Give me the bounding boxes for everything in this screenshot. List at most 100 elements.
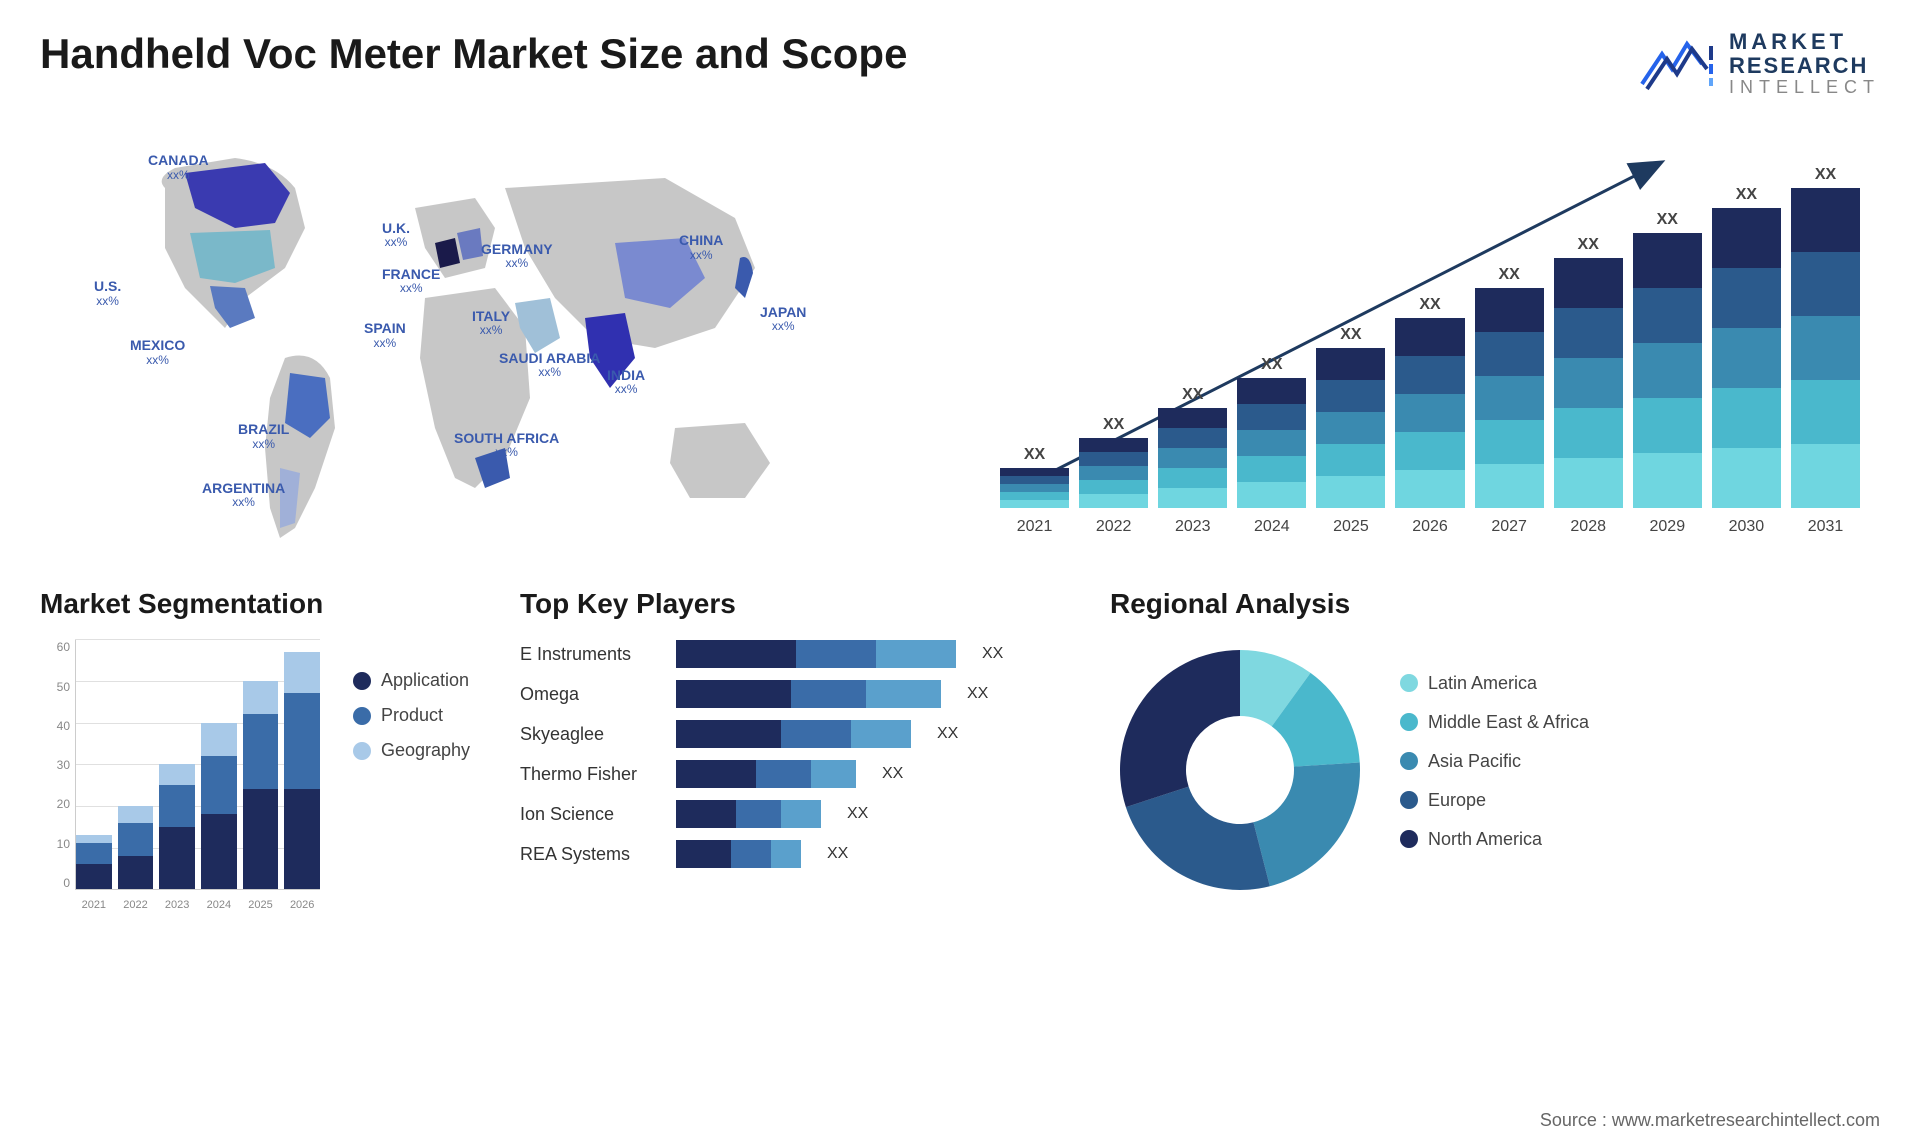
regional-title: Regional Analysis: [1110, 588, 1880, 620]
legend-label: Application: [381, 670, 469, 691]
legend-item: Asia Pacific: [1400, 751, 1589, 772]
player-bar: [676, 680, 941, 708]
bar-value: XX: [1657, 211, 1678, 229]
regional-donut: [1110, 640, 1370, 900]
year-label: 2026: [290, 899, 314, 911]
growth-bar: XX2023: [1158, 386, 1227, 508]
bar-value: XX: [1261, 356, 1282, 374]
logo-text-1: MARKET: [1729, 30, 1880, 54]
axis-tick: 40: [40, 719, 70, 733]
map-label: BRAZILxx%: [238, 422, 289, 451]
segmentation-panel: Market Segmentation 6050403020100 202120…: [40, 588, 470, 920]
year-label: 2027: [1491, 518, 1527, 536]
axis-tick: 0: [40, 876, 70, 890]
player-row: Ion Science XX: [520, 800, 1060, 828]
year-label: 2026: [1412, 518, 1448, 536]
legend-label: Asia Pacific: [1428, 751, 1521, 772]
growth-bar: XX2030: [1712, 186, 1781, 508]
segmentation-chart: 6050403020100 202120222023202420252026 A…: [40, 640, 470, 920]
growth-bar: XX2022: [1079, 416, 1148, 508]
year-label: 2025: [248, 899, 272, 911]
player-name: E Instruments: [520, 644, 660, 665]
player-name: Thermo Fisher: [520, 764, 660, 785]
map-label: SAUDI ARABIAxx%: [499, 351, 600, 380]
key-players-panel: Top Key Players E InstrumentsXXOmegaXXSk…: [520, 588, 1060, 920]
segmentation-title: Market Segmentation: [40, 588, 470, 620]
key-players-title: Top Key Players: [520, 588, 1060, 620]
legend-item: North America: [1400, 829, 1589, 850]
page-title: Handheld Voc Meter Market Size and Scope: [40, 30, 907, 78]
player-name: Ion Science: [520, 804, 660, 825]
year-label: 2029: [1650, 518, 1686, 536]
logo-text-3: INTELLECT: [1729, 78, 1880, 98]
donut-slice: [1126, 787, 1270, 890]
legend-item: Product: [353, 705, 470, 726]
player-value: XX: [982, 645, 1003, 663]
growth-bar: XX2026: [1395, 296, 1464, 508]
legend-dot: [1400, 674, 1418, 692]
growth-bar: XX2028: [1554, 236, 1623, 508]
player-bar: [676, 840, 801, 868]
growth-bar: XX2021: [1000, 446, 1069, 508]
player-name: REA Systems: [520, 844, 660, 865]
map-label: SPAINxx%: [364, 321, 406, 350]
bar-value: XX: [1578, 236, 1599, 254]
axis-tick: 30: [40, 758, 70, 772]
year-label: 2028: [1570, 518, 1606, 536]
segmentation-bar: 2022: [118, 806, 154, 889]
map-label: ITALYxx%: [472, 309, 510, 338]
bar-value: XX: [1340, 326, 1361, 344]
year-label: 2021: [82, 899, 106, 911]
player-bar: [676, 800, 821, 828]
segmentation-bar: 2024: [201, 723, 237, 890]
player-row: Thermo Fisher XX: [520, 760, 1060, 788]
axis-tick: 50: [40, 680, 70, 694]
year-label: 2025: [1333, 518, 1369, 536]
map-label: MEXICOxx%: [130, 338, 185, 367]
year-label: 2031: [1808, 518, 1844, 536]
player-value: XX: [882, 765, 903, 783]
player-row: E Instruments XX: [520, 640, 1060, 668]
legend-item: Application: [353, 670, 470, 691]
bar-value: XX: [1103, 416, 1124, 434]
segmentation-bar: 2021: [76, 835, 112, 889]
regional-panel: Regional Analysis Latin AmericaMiddle Ea…: [1110, 588, 1880, 920]
axis-tick: 60: [40, 640, 70, 654]
growth-bar: XX2027: [1475, 266, 1544, 508]
player-row: OmegaXX: [520, 680, 1060, 708]
bar-value: XX: [1024, 446, 1045, 464]
legend-item: Geography: [353, 740, 470, 761]
map-label: CANADAxx%: [148, 153, 209, 182]
player-bar: [676, 760, 856, 788]
year-label: 2022: [1096, 518, 1132, 536]
year-label: 2022: [123, 899, 147, 911]
map-label: U.K.xx%: [382, 221, 410, 250]
player-value: XX: [827, 845, 848, 863]
player-value: XX: [847, 805, 868, 823]
growth-bar: XX2024: [1237, 356, 1306, 508]
year-label: 2030: [1729, 518, 1765, 536]
legend-label: Geography: [381, 740, 470, 761]
year-label: 2024: [1254, 518, 1290, 536]
world-map: CANADAxx%U.S.xx%MEXICOxx%BRAZILxx%ARGENT…: [40, 128, 940, 548]
year-label: 2023: [1175, 518, 1211, 536]
legend-dot: [1400, 791, 1418, 809]
player-row: SkyeagleeXX: [520, 720, 1060, 748]
bar-value: XX: [1182, 386, 1203, 404]
legend-dot: [1400, 752, 1418, 770]
player-name: Skyeaglee: [520, 724, 660, 745]
player-bar: [676, 640, 956, 668]
player-row: REA Systems XX: [520, 840, 1060, 868]
map-label: SOUTH AFRICAxx%: [454, 431, 559, 460]
key-players-chart: E InstrumentsXXOmegaXXSkyeagleeXXThermo …: [520, 640, 1060, 868]
player-value: XX: [967, 685, 988, 703]
legend-label: Latin America: [1428, 673, 1537, 694]
legend-label: North America: [1428, 829, 1542, 850]
segmentation-legend: Application Product Geography: [353, 670, 470, 775]
map-label: U.S.xx%: [94, 279, 121, 308]
legend-item: Latin America: [1400, 673, 1589, 694]
donut-slice: [1253, 763, 1360, 887]
brand-logo: MARKET RESEARCH INTELLECT: [1637, 30, 1880, 98]
bar-value: XX: [1815, 166, 1836, 184]
axis-tick: 20: [40, 797, 70, 811]
